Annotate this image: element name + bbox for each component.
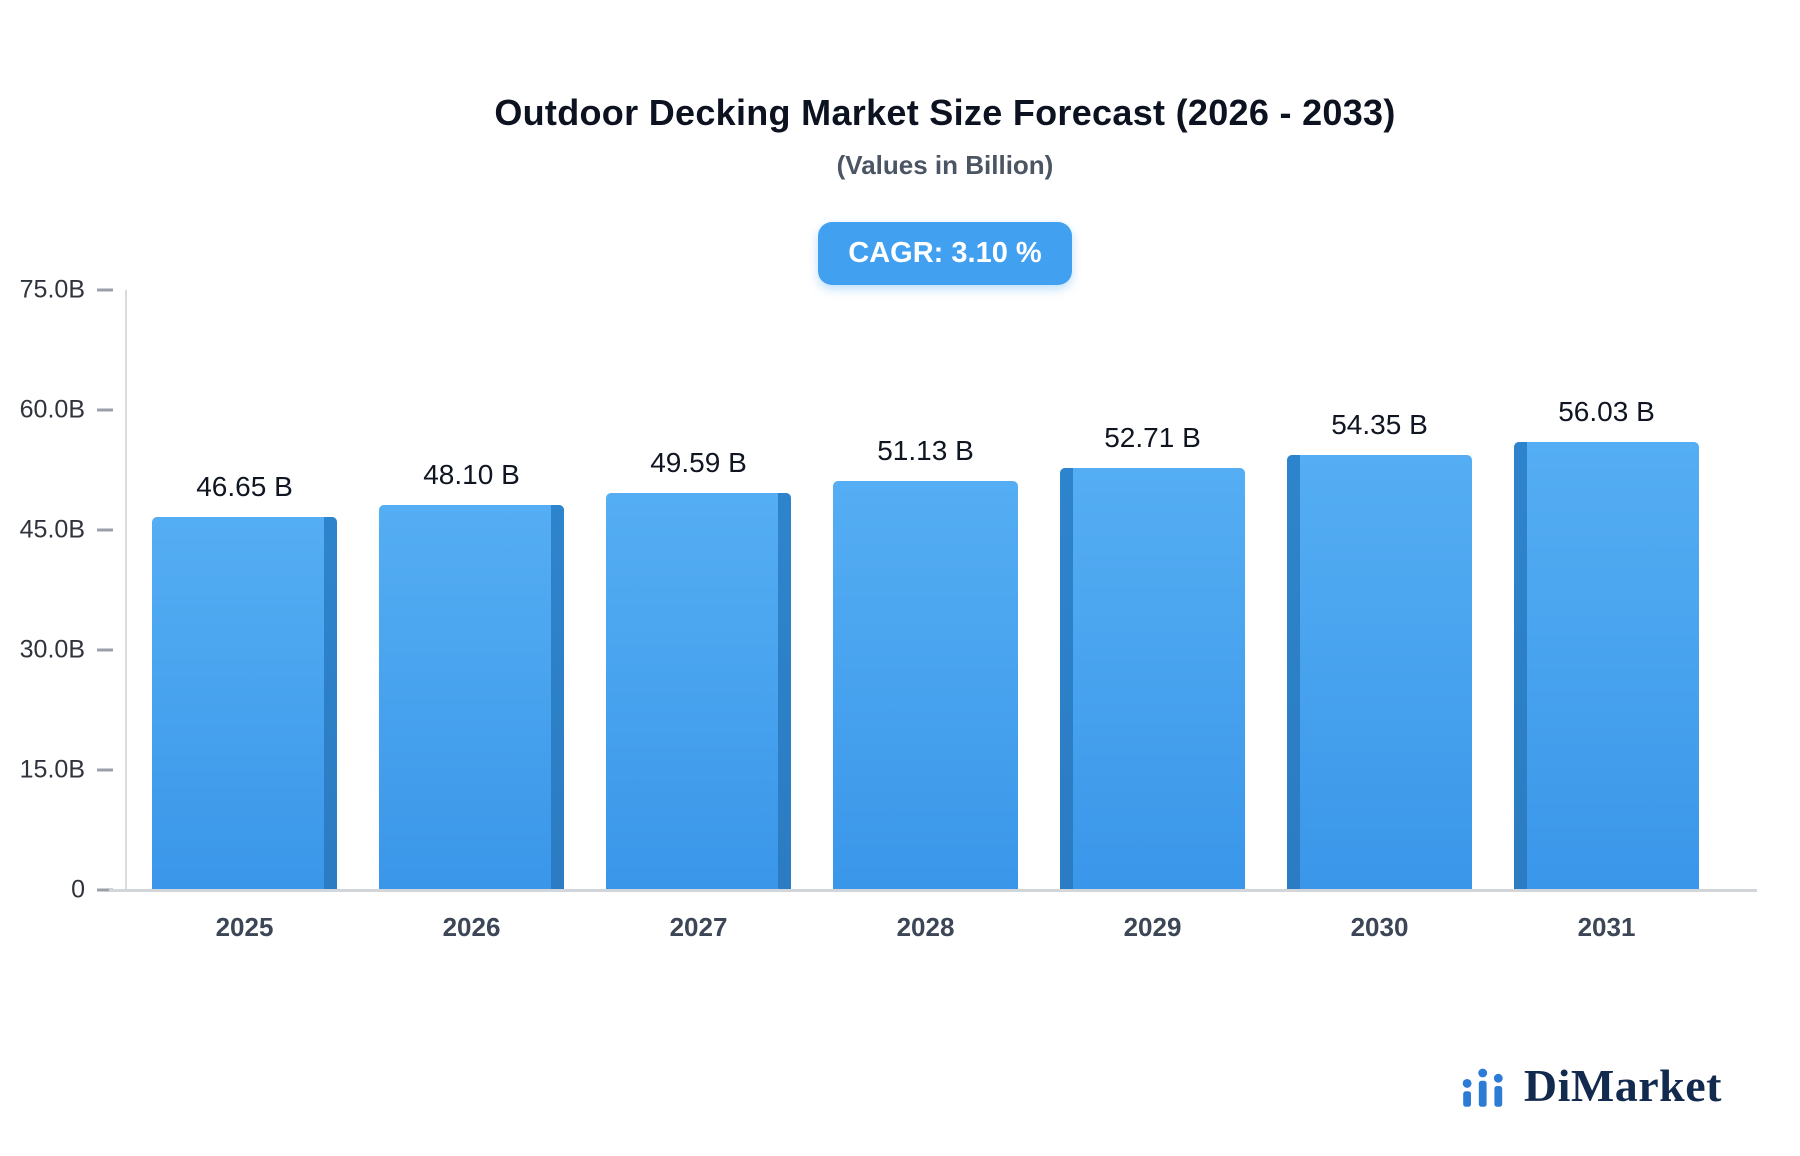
bar-group: 56.03 B 2031 <box>1514 290 1699 942</box>
bar-group: 51.13 B 2028 <box>833 290 1018 942</box>
brand-name: DiMarket <box>1523 1060 1722 1111</box>
chart-title: Outdoor Decking Market Size Forecast (20… <box>494 92 1396 133</box>
x-axis-label: 2029 <box>1123 912 1182 942</box>
bar <box>379 505 564 890</box>
bar-group: 48.10 B 2026 <box>379 290 564 942</box>
bar-value-label: 52.71 B <box>1104 422 1201 453</box>
y-tick: 75.0B <box>20 276 113 305</box>
x-axis-label: 2031 <box>1577 912 1636 942</box>
bar-3d-side <box>1287 455 1300 890</box>
x-axis-label: 2028 <box>896 912 955 942</box>
bar-value-label: 54.35 B <box>1331 409 1428 440</box>
brand-logo: DiMarket <box>1458 1059 1722 1112</box>
bar-value-label: 49.59 B <box>650 447 747 478</box>
y-tick-label: 75.0B <box>19 275 85 304</box>
bar-group: 49.59 B 2027 <box>606 290 791 942</box>
y-tick-mark <box>97 408 113 412</box>
bar-3d-side <box>778 493 791 890</box>
y-tick: 30.0B <box>20 636 113 665</box>
y-tick: 60.0B <box>20 396 113 425</box>
y-tick-mark <box>97 768 113 772</box>
bar <box>833 481 1018 890</box>
x-axis-label: 2027 <box>669 912 728 942</box>
bar-3d-side <box>1514 442 1527 890</box>
y-tick-label: 30.0B <box>19 635 85 664</box>
bar-group: 52.71 B 2029 <box>1060 290 1245 942</box>
cagr-badge: CAGR: 3.10 % <box>818 222 1072 285</box>
y-tick: 0 <box>71 876 113 905</box>
bar <box>152 517 337 890</box>
y-tick-mark <box>97 528 113 532</box>
x-axis-label: 2030 <box>1350 912 1409 942</box>
chart-subtitle: (Values in Billion) <box>836 150 1054 180</box>
y-tick: 15.0B <box>20 756 113 785</box>
cagr-badge-row: CAGR: 3.10 % <box>130 222 1760 285</box>
y-tick: 45.0B <box>20 516 113 545</box>
bar-value-label: 46.65 B <box>196 471 293 502</box>
y-tick-label: 45.0B <box>19 515 85 544</box>
bar-chart: 75.0B 60.0B 45.0B 30.0B 15.0B 0 46.65 B 2025 48… <box>20 276 1757 942</box>
bar-value-label: 48.10 B <box>423 459 520 490</box>
x-axis-label: 2025 <box>215 912 274 942</box>
x-axis-line <box>109 889 1757 892</box>
bar <box>1060 468 1245 890</box>
bar <box>1287 455 1472 890</box>
y-tick-mark <box>97 648 113 652</box>
dimarket-icon <box>1462 1068 1503 1107</box>
y-tick-label: 0 <box>71 875 85 904</box>
bar <box>1514 442 1699 890</box>
y-tick-label: 60.0B <box>19 395 85 424</box>
y-tick-mark <box>97 288 113 292</box>
bar <box>606 493 791 890</box>
bar-3d-side <box>551 505 564 890</box>
x-axis-label: 2026 <box>442 912 501 942</box>
bar-3d-side <box>1060 468 1073 890</box>
bar-3d-side <box>324 517 337 890</box>
bar-group: 54.35 B 2030 <box>1287 290 1472 942</box>
bar-value-label: 51.13 B <box>877 435 974 466</box>
bar-value-label: 56.03 B <box>1558 396 1655 427</box>
y-tick-label: 15.0B <box>19 755 85 784</box>
bar-group: 46.65 B 2025 <box>152 290 337 942</box>
bars-container: 46.65 B 2025 48.10 B 2026 49.59 B 2027 51.13 B… <box>127 290 1715 942</box>
